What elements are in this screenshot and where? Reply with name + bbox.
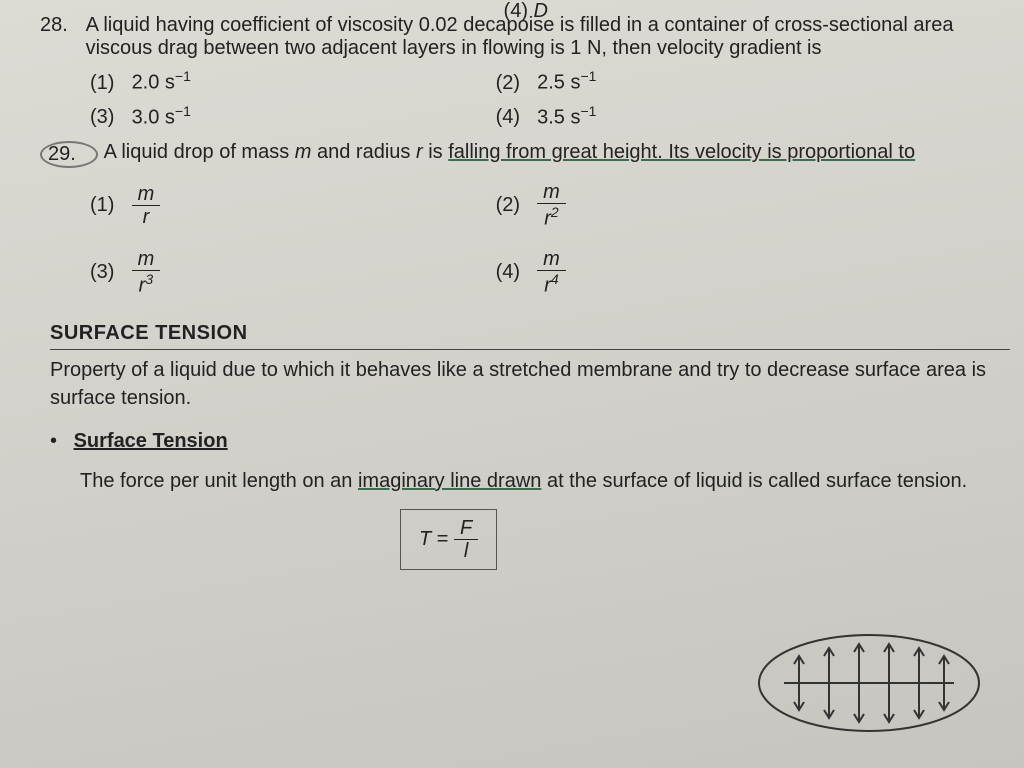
opt-num: (2) [496, 72, 532, 95]
formula-lhs: T [419, 527, 431, 549]
q28-opt4: (4) 3.5 s−1 [496, 103, 896, 130]
q29-text: A liquid drop of mass m and radius r is … [104, 141, 1004, 164]
opt-num: (4) [496, 106, 532, 129]
q28-opts-row1: (1) 2.0 s−1 (2) 2.5 s−1 [90, 68, 1004, 95]
fraction: m r4 [537, 249, 566, 296]
bullet-title: Surface Tension [74, 430, 228, 452]
q29-text-line: A liquid drop of mass m and radius r is … [104, 141, 916, 163]
frac-num: m [537, 182, 566, 204]
section-paragraph: Property of a liquid due to which it beh… [50, 356, 994, 412]
q29-opt4: (4) m r4 [496, 249, 896, 296]
bullet-dot-icon: • [50, 430, 68, 453]
frac-den: l [454, 540, 478, 561]
opt-num: (1) [90, 72, 126, 95]
opt-val: 3.5 s [537, 106, 580, 128]
opt-num: (1) [90, 194, 126, 217]
q28-number: 28. [40, 14, 80, 37]
bullet-text-line: The force per unit length on an imaginar… [80, 470, 967, 492]
opt-label: D [534, 0, 548, 22]
opt-sup: −1 [175, 68, 191, 84]
q29-opt1: (1) m r [90, 184, 490, 227]
opt-num: (3) [90, 261, 126, 284]
section-title: SURFACE TENSION [50, 322, 1004, 345]
q29-opt3: (3) m r3 [90, 249, 490, 296]
frac-den: r2 [537, 204, 566, 229]
formula-box: T = F l [400, 509, 497, 570]
opt-sup: −1 [580, 103, 596, 119]
frac-den: r3 [132, 271, 161, 296]
opt-num: (4) [504, 0, 528, 22]
formula-eq: = [437, 527, 449, 549]
frac-den: r [132, 206, 161, 227]
q28-opt3: (3) 3.0 s−1 [90, 103, 490, 130]
surface-tension-diagram-icon [754, 628, 984, 738]
opt-num: (3) [90, 106, 126, 129]
q28-opt2: (2) 2.5 s−1 [496, 68, 896, 95]
q29-opts-row2: (3) m r3 (4) m r4 [90, 249, 1004, 296]
q28-opts-row2: (3) 3.0 s−1 (4) 3.5 s−1 [90, 103, 1004, 130]
bullet-surface-tension: • Surface Tension [50, 430, 1004, 453]
frac-num: F [454, 518, 478, 540]
opt-val: 2.0 s [132, 72, 175, 94]
q29-number: 29. [40, 141, 98, 168]
q28-line2: viscous drag between two adjacent layers… [86, 37, 822, 59]
page: (4) D 28. A liquid having coefficient of… [0, 0, 1024, 768]
opt-num: (2) [496, 194, 532, 217]
fraction: m r2 [537, 182, 566, 229]
opt-val: 2.5 s [537, 72, 580, 94]
q29-opts-row1: (1) m r (2) m r2 [90, 182, 1004, 229]
frac-num: m [132, 184, 161, 206]
fraction: m r [132, 184, 161, 227]
q28-opt1: (1) 2.0 s−1 [90, 68, 490, 95]
question-29: 29. A liquid drop of mass m and radius r… [40, 141, 1004, 168]
bullet-text: The force per unit length on an imaginar… [80, 467, 994, 495]
q29-opt2: (2) m r2 [496, 182, 896, 229]
frac-num: m [132, 249, 161, 271]
frac-den: r4 [537, 271, 566, 296]
opt-val: 3.0 s [132, 106, 175, 128]
opt-sup: −1 [175, 103, 191, 119]
formula-fraction: F l [454, 518, 478, 561]
opt-num: (4) [496, 261, 532, 284]
prev-option-4d: (4) D [504, 0, 548, 23]
fraction: m r3 [132, 249, 161, 296]
para-line2: surface tension. [50, 387, 191, 409]
para-line1: Property of a liquid due to which it beh… [50, 359, 986, 381]
section-divider [50, 349, 1010, 350]
frac-num: m [537, 249, 566, 271]
opt-sup: −1 [580, 68, 596, 84]
